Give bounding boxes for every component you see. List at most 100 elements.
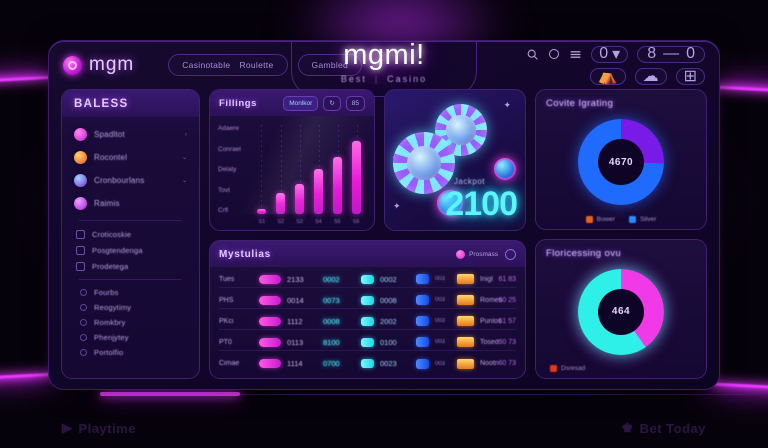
bar <box>276 193 286 214</box>
casino-chip-icon <box>435 104 487 156</box>
sidebar-item-cronbourlans[interactable]: Cronbourlans ⌄ <box>70 169 191 192</box>
badge-blue <box>416 316 429 326</box>
sidebar-group-posgtendenga[interactable]: Posgtendenga <box>70 242 191 258</box>
sidebar-group-croticoskie[interactable]: Croticoskie <box>70 226 191 242</box>
legend-item[interactable]: Bower <box>585 215 616 223</box>
sidebar-item-label: Rocontel <box>94 153 128 162</box>
cell-value-2: 0008 <box>323 316 340 326</box>
refresh-icon[interactable]: ↻ <box>323 95 341 111</box>
sidebar-mini-fourbs[interactable]: Fourbs <box>70 285 191 300</box>
donut-chart[interactable]: 4670 <box>578 119 664 206</box>
nav-pill-1[interactable]: Casinotable Roulette <box>168 54 288 76</box>
legend-item[interactable]: Silver <box>629 215 657 223</box>
bar-group[interactable]: S2 <box>275 127 287 225</box>
donut-legend: Dsresad <box>546 365 696 372</box>
cell-value-1: 0014 <box>287 295 304 305</box>
grid-icon: ⊞ <box>683 68 697 85</box>
x-tick: S2 <box>277 219 285 225</box>
jackpot-amount: 2100 <box>445 185 518 223</box>
nav-pill-1-label-a: Casinotable <box>182 60 231 70</box>
legend-label: Silver <box>640 215 657 223</box>
nav-pill-2-label-a: Gambled <box>311 60 349 70</box>
donut-chart[interactable]: 464 <box>578 268 664 355</box>
chevron-down-icon: ▾ <box>612 46 621 63</box>
dropdown-chip-label: 0 <box>599 45 609 62</box>
donut-title: Covite Igrating <box>546 98 614 109</box>
tent-chip[interactable]: ⛺ <box>589 67 626 85</box>
sidebar-group-label: Posgtendenga <box>92 245 143 255</box>
cloud-chip[interactable]: ☁ <box>634 67 667 85</box>
coin-icon <box>494 158 516 180</box>
badge-amber <box>457 316 474 326</box>
y-tick: Tovt <box>218 186 230 194</box>
cell-value-2: 0073 <box>323 295 340 305</box>
table-row[interactable]: PKci 1112 0008 2002 003 Punlos 61 57 <box>219 313 516 330</box>
x-tick: S6 <box>352 219 360 225</box>
hero-title: mgmi! <box>343 40 425 71</box>
legend-label: Bower <box>596 215 616 223</box>
donut-center-value: 4670 <box>608 156 634 168</box>
badge-amber <box>457 295 474 305</box>
coin-icon <box>437 190 463 216</box>
cell-tiny: 003 <box>435 339 446 345</box>
sidebar-mini-reogytimy[interactable]: Reogytimy <box>70 300 191 315</box>
bar-group[interactable]: S4 <box>312 127 324 225</box>
cell-name: PHS <box>219 296 234 304</box>
badge-magenta <box>259 337 281 347</box>
footer-left-label: Playtime <box>78 420 136 436</box>
window-body: BALESS Spadltot › Rocontel ⌄ Cronbourlan… <box>49 89 719 389</box>
sidebar-item-rocontel[interactable]: Rocontel ⌄ <box>70 146 191 169</box>
bar-group[interactable]: S5 <box>331 127 343 225</box>
chart-title: Fillings <box>219 97 258 109</box>
sidebar-item-raimis[interactable]: Raimis <box>70 192 191 215</box>
menu-icon[interactable] <box>569 48 582 61</box>
jackpot-chips-card[interactable]: ✦ ✦ Jackpot 2100 <box>384 89 526 231</box>
sidebar-mini-phenjytey[interactable]: Phenjytey <box>70 330 191 345</box>
cell-value-1: 1112 <box>287 316 303 326</box>
bar-group[interactable]: S3 <box>294 127 306 225</box>
badge-magenta <box>259 316 281 326</box>
range-chip[interactable]: 8 — 0 <box>637 45 705 63</box>
brand[interactable]: mgm <box>63 54 134 76</box>
search-icon[interactable] <box>526 48 539 61</box>
legend-item[interactable]: Dsresad <box>550 365 585 372</box>
sidebar-mini-portolfio[interactable]: Portolfio <box>70 345 191 360</box>
bar-group[interactable]: S1 <box>256 127 268 225</box>
sidebar-item-spadltot[interactable]: Spadltot › <box>70 123 191 146</box>
grid-chip[interactable]: ⊞ <box>675 67 705 85</box>
table-header: Mystulias Prosmass <box>210 241 525 267</box>
refresh-ring-icon[interactable] <box>505 248 516 260</box>
cell-end: 61 57 <box>498 317 516 325</box>
cell-tiny: 003 <box>435 360 446 367</box>
table-tool-chip[interactable]: Prosmass <box>456 249 498 259</box>
chart-action-monitor[interactable]: Monlkor <box>283 95 319 111</box>
chevron-right-icon: › <box>185 131 187 138</box>
range-chip-b: 0 <box>686 45 695 62</box>
x-tick: S3 <box>296 219 303 225</box>
sidebar-mini-romkbry[interactable]: Romkbry <box>70 315 191 330</box>
table-row[interactable]: Cimae 1114 0700 0023 003 Nootn 60 73 <box>219 358 516 369</box>
sidebar-header: BALESS <box>62 90 199 117</box>
cell-name: PT0 <box>219 338 232 346</box>
donut-title: Floricessing ovu <box>546 247 622 259</box>
legend-swatch <box>550 365 557 372</box>
dropdown-chip[interactable]: 0 ▾ <box>591 45 629 63</box>
badge-blue <box>416 274 429 284</box>
sparkle-icon: ✦ <box>393 201 401 211</box>
cell-value-2: 0700 <box>323 359 340 368</box>
badge-blue <box>416 295 429 305</box>
cell-value-1: 2133 <box>287 274 304 284</box>
avatar <box>74 197 87 210</box>
sidebar-mini-label: Portolfio <box>94 348 124 357</box>
cell-name: Tues <box>219 275 235 283</box>
chart-actions: Monlkor ↻ 85 <box>283 95 365 111</box>
hero-subtitle: Best | Casino <box>341 74 427 84</box>
badge-magenta <box>259 274 281 284</box>
sidebar-group-prodetega[interactable]: Prodetega <box>70 258 191 274</box>
table-row[interactable]: PT0 0113 8100 0100 003 Tosed 60 73 <box>219 334 516 351</box>
table-row[interactable]: Tues 2133 0002 0002 003 Inigl 61 83 <box>219 271 516 288</box>
bar-group[interactable]: S6 <box>350 127 362 225</box>
bell-circle-icon[interactable] <box>548 48 560 60</box>
table-row[interactable]: PHS 0014 0073 0008 003 Romes 60 25 <box>219 292 516 309</box>
chart-action-85[interactable]: 85 <box>345 95 365 111</box>
